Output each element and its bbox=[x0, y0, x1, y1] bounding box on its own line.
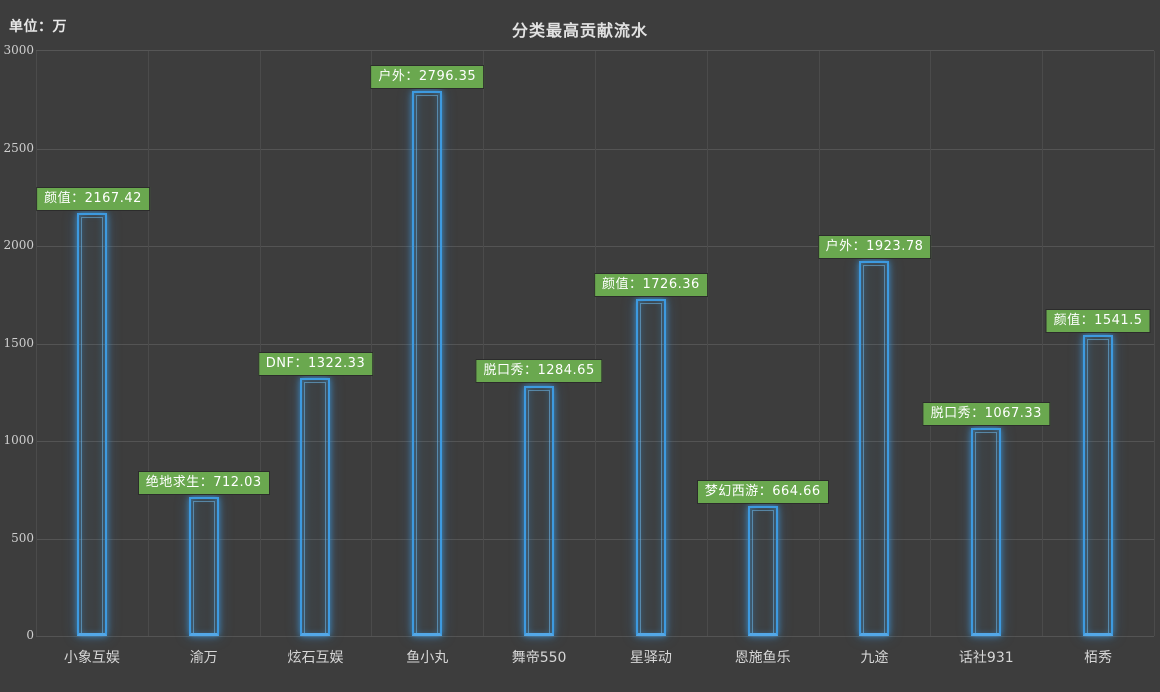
bar[interactable] bbox=[747, 506, 778, 636]
gridline-vertical bbox=[1042, 51, 1044, 636]
unit-label: 单位：万 bbox=[9, 19, 67, 35]
gridline-vertical bbox=[259, 51, 261, 636]
bar-slot bbox=[595, 51, 707, 636]
x-axis-category-label: 话社931 bbox=[958, 650, 1014, 666]
x-axis-category-label: 栢秀 bbox=[1084, 650, 1113, 666]
bar-slot bbox=[371, 51, 483, 636]
data-label: 颜值：1726.36 bbox=[594, 273, 708, 298]
x-axis-category-label: 渝万 bbox=[189, 650, 218, 666]
data-label: 户外：2796.35 bbox=[370, 64, 485, 89]
x-axis-category-label: 炫石互娱 bbox=[287, 650, 344, 666]
x-axis-category-label: 鱼小丸 bbox=[406, 650, 449, 666]
gridline-vertical bbox=[595, 51, 596, 636]
data-label: 梦幻西游：664.66 bbox=[696, 480, 829, 505]
bar[interactable] bbox=[76, 213, 107, 636]
gridline-vertical bbox=[36, 51, 37, 636]
bar-slot bbox=[260, 51, 372, 636]
x-axis-category-label: 恩施鱼乐 bbox=[734, 650, 791, 666]
bar[interactable] bbox=[859, 260, 890, 636]
y-axis-tick-label: 2500 bbox=[3, 140, 34, 155]
x-axis-category-label: 星驿动 bbox=[629, 650, 672, 666]
bar[interactable] bbox=[1083, 335, 1114, 636]
data-label: 颜值：1541.5 bbox=[1045, 309, 1151, 334]
bar-inner-glow bbox=[1087, 339, 1110, 633]
bar-slot bbox=[148, 51, 260, 636]
bar[interactable] bbox=[971, 427, 1002, 636]
y-axis-tick-label: 3000 bbox=[3, 43, 34, 57]
gridline-vertical bbox=[1154, 51, 1155, 636]
bar-inner-glow bbox=[304, 382, 327, 633]
bar[interactable] bbox=[635, 299, 666, 636]
y-axis-tick-label: 1000 bbox=[3, 433, 34, 447]
bar[interactable] bbox=[300, 378, 331, 636]
bar[interactable] bbox=[524, 385, 555, 636]
data-label: 颜值：2167.42 bbox=[36, 187, 150, 212]
gridline-horizontal bbox=[36, 636, 1154, 637]
data-label: 绝地求生：712.03 bbox=[137, 471, 270, 496]
x-axis-category-label: 九途 bbox=[860, 650, 889, 666]
bar-inner-glow bbox=[863, 264, 886, 633]
bar[interactable] bbox=[412, 90, 443, 636]
bar-slot bbox=[36, 51, 148, 636]
bar-slot bbox=[707, 51, 819, 636]
gridline-vertical bbox=[147, 51, 149, 636]
data-label: 户外：1923.78 bbox=[817, 234, 932, 259]
y-axis-tick-label: 0 bbox=[26, 628, 34, 642]
plot-area: 颜值：2167.42 绝地求生：712.03 DNF：1322.33 户外：2796.… bbox=[36, 50, 1155, 637]
gridline-vertical bbox=[706, 51, 708, 636]
y-axis: 0 500 1000 1500 2000 2500 3000 bbox=[0, 43, 34, 642]
bar-slot bbox=[483, 51, 595, 636]
bar-inner-glow bbox=[751, 510, 774, 633]
bar-inner-glow bbox=[416, 94, 439, 633]
data-label: DNF：1322.33 bbox=[257, 352, 374, 377]
gridline-vertical bbox=[930, 51, 932, 636]
bar-inner-glow bbox=[80, 217, 103, 633]
chart-title: 分类最高贡献流水 bbox=[511, 21, 648, 40]
bar-inner-glow bbox=[528, 389, 551, 633]
data-label: 脱口秀：1284.65 bbox=[475, 359, 603, 384]
x-axis: 小象互娱 渝万 炫石互娱 鱼小丸 舞帝550 星驿动 恩施鱼乐 九途 话社931 栢秀 bbox=[36, 635, 1154, 692]
gridline-vertical bbox=[818, 51, 820, 636]
data-label: 脱口秀：1067.33 bbox=[922, 401, 1050, 426]
gridline-vertical bbox=[371, 51, 373, 636]
y-axis-tick-label: 2000 bbox=[3, 238, 34, 252]
bar-slot bbox=[1042, 51, 1154, 636]
bar[interactable] bbox=[188, 497, 219, 636]
x-axis-category-label: 小象互娱 bbox=[63, 650, 120, 666]
bar-inner-glow bbox=[975, 431, 998, 633]
y-axis-tick-label: 500 bbox=[11, 530, 34, 545]
x-axis-category-label: 舞帝550 bbox=[511, 650, 567, 666]
bar-inner-glow bbox=[192, 501, 215, 633]
y-axis-tick-label: 1500 bbox=[3, 335, 34, 350]
bar-slot bbox=[930, 51, 1042, 636]
bar-inner-glow bbox=[639, 303, 662, 633]
gridline-vertical bbox=[483, 51, 485, 636]
bar-slot bbox=[819, 51, 931, 636]
